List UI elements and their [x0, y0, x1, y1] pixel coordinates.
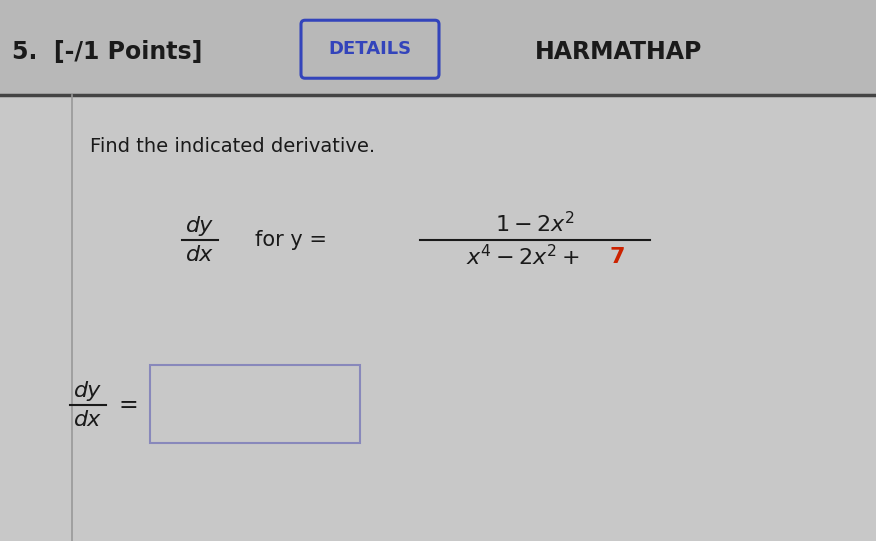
Text: 7: 7 — [609, 247, 625, 267]
Bar — [0, 0, 876, 95]
Bar — [150, 365, 360, 443]
Bar — [0, 95, 876, 541]
Text: =: = — [118, 393, 138, 417]
Text: $x^4 - 2x^2 +$: $x^4 - 2x^2 +$ — [466, 244, 580, 269]
Text: Find the indicated derivative.: Find the indicated derivative. — [90, 137, 375, 156]
Text: for y =: for y = — [255, 230, 327, 250]
Text: dx: dx — [74, 410, 102, 430]
Text: dy: dy — [187, 216, 214, 236]
Text: 5.  [-/1 Points]: 5. [-/1 Points] — [12, 40, 202, 64]
Text: $1 - 2x^2$: $1 - 2x^2$ — [495, 211, 575, 236]
Text: dx: dx — [187, 245, 214, 265]
Text: dy: dy — [74, 381, 102, 401]
FancyBboxPatch shape — [301, 20, 439, 78]
Text: HARMATHAP: HARMATHAP — [535, 40, 703, 64]
Text: DETAILS: DETAILS — [328, 40, 412, 58]
